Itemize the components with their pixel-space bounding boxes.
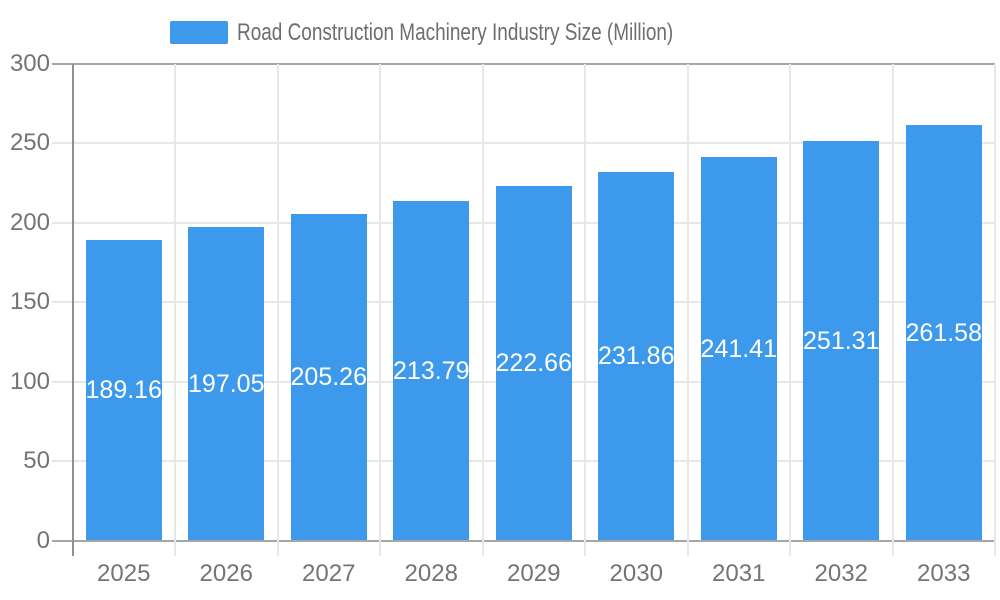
- x-axis-tick-label: 2026: [199, 560, 253, 587]
- y-axis-tick-label: 150: [9, 288, 50, 315]
- x-axis-tick-label: 2033: [917, 560, 971, 587]
- bar-2029[interactable]: [495, 186, 572, 541]
- x-axis-tick-label: 2028: [404, 560, 458, 587]
- gridline-vertical: [994, 63, 996, 556]
- bar-2030[interactable]: [598, 171, 675, 541]
- x-axis-tick-label: 2032: [814, 560, 868, 587]
- gridline-vertical: [891, 63, 894, 556]
- gridline-vertical: [481, 63, 484, 556]
- y-axis-line: [71, 63, 74, 556]
- legend-swatch-icon: [170, 21, 228, 44]
- x-axis-tick-label: 2031: [712, 560, 766, 587]
- gridline-vertical: [584, 63, 586, 556]
- y-axis-tick-label: 100: [9, 367, 50, 395]
- bar-2032[interactable]: [803, 140, 880, 541]
- gridline-vertical: [174, 63, 176, 556]
- gridline-horizontal: [52, 62, 995, 65]
- bar-2031[interactable]: [700, 156, 777, 541]
- gridline-vertical: [276, 63, 279, 556]
- gridline-vertical: [686, 63, 689, 556]
- x-axis-tick-label: 2030: [609, 560, 663, 587]
- bar-2027[interactable]: [290, 214, 367, 541]
- x-axis-tick-label: 2027: [302, 560, 356, 587]
- gridline-vertical: [789, 63, 791, 556]
- y-axis-tick-label: 300: [9, 49, 50, 77]
- x-axis-tick-label: 2029: [507, 560, 561, 587]
- gridline-horizontal: [52, 539, 995, 542]
- y-axis-tick-label: 50: [23, 447, 50, 474]
- y-axis-tick-label: 200: [9, 208, 50, 236]
- bar-2025[interactable]: [85, 239, 162, 541]
- bar-2026[interactable]: [188, 227, 265, 541]
- gridline-vertical: [379, 63, 381, 556]
- x-axis-tick-label: 2025: [97, 560, 151, 587]
- bar-2028[interactable]: [393, 200, 470, 541]
- y-axis-tick-label: 0: [36, 526, 50, 554]
- y-axis-tick-label: 250: [9, 129, 50, 156]
- legend-label: Road Construction Machinery Industry Siz…: [237, 19, 674, 46]
- gridline-horizontal: [52, 142, 995, 144]
- bar-2033[interactable]: [905, 124, 982, 541]
